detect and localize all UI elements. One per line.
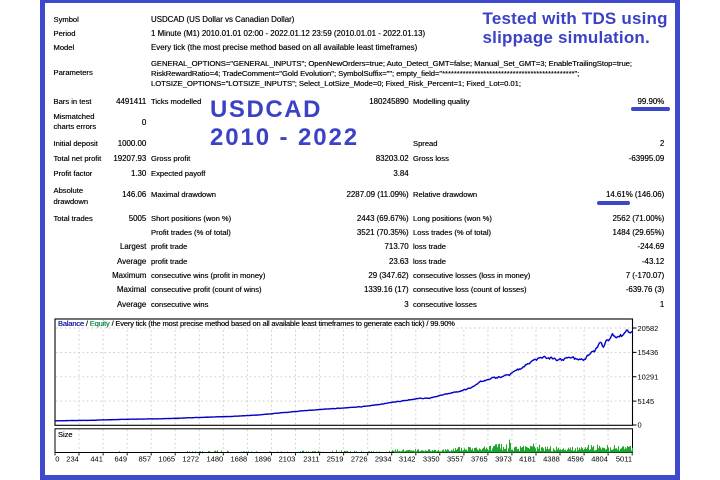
svg-text:4804: 4804 [591, 454, 608, 463]
svg-text:20582: 20582 [638, 324, 659, 333]
svg-text:5011: 5011 [616, 454, 632, 463]
svg-text:3765: 3765 [471, 454, 488, 463]
svg-text:0: 0 [55, 454, 59, 463]
svg-text:4596: 4596 [567, 454, 584, 463]
svg-text:2519: 2519 [327, 454, 344, 463]
svg-text:649: 649 [114, 454, 127, 463]
svg-text:1065: 1065 [158, 454, 175, 463]
svg-text:1480: 1480 [207, 454, 224, 463]
svg-text:441: 441 [90, 454, 103, 463]
svg-text:15436: 15436 [638, 348, 659, 357]
svg-text:2726: 2726 [351, 454, 368, 463]
svg-text:3142: 3142 [399, 454, 416, 463]
svg-text:2103: 2103 [279, 454, 296, 463]
svg-text:234: 234 [66, 454, 79, 463]
svg-text:10291: 10291 [638, 373, 659, 382]
svg-text:3973: 3973 [495, 454, 512, 463]
svg-text:0: 0 [638, 421, 642, 430]
svg-text:2934: 2934 [375, 454, 392, 463]
svg-text:4181: 4181 [519, 454, 536, 463]
svg-text:1272: 1272 [182, 454, 199, 463]
svg-text:1896: 1896 [255, 454, 272, 463]
svg-text:2311: 2311 [303, 454, 319, 463]
svg-text:5145: 5145 [638, 397, 655, 406]
svg-text:3557: 3557 [447, 454, 464, 463]
svg-text:4388: 4388 [543, 454, 560, 463]
svg-text:1688: 1688 [231, 454, 248, 463]
svg-text:857: 857 [138, 454, 151, 463]
svg-text:3350: 3350 [423, 454, 440, 463]
